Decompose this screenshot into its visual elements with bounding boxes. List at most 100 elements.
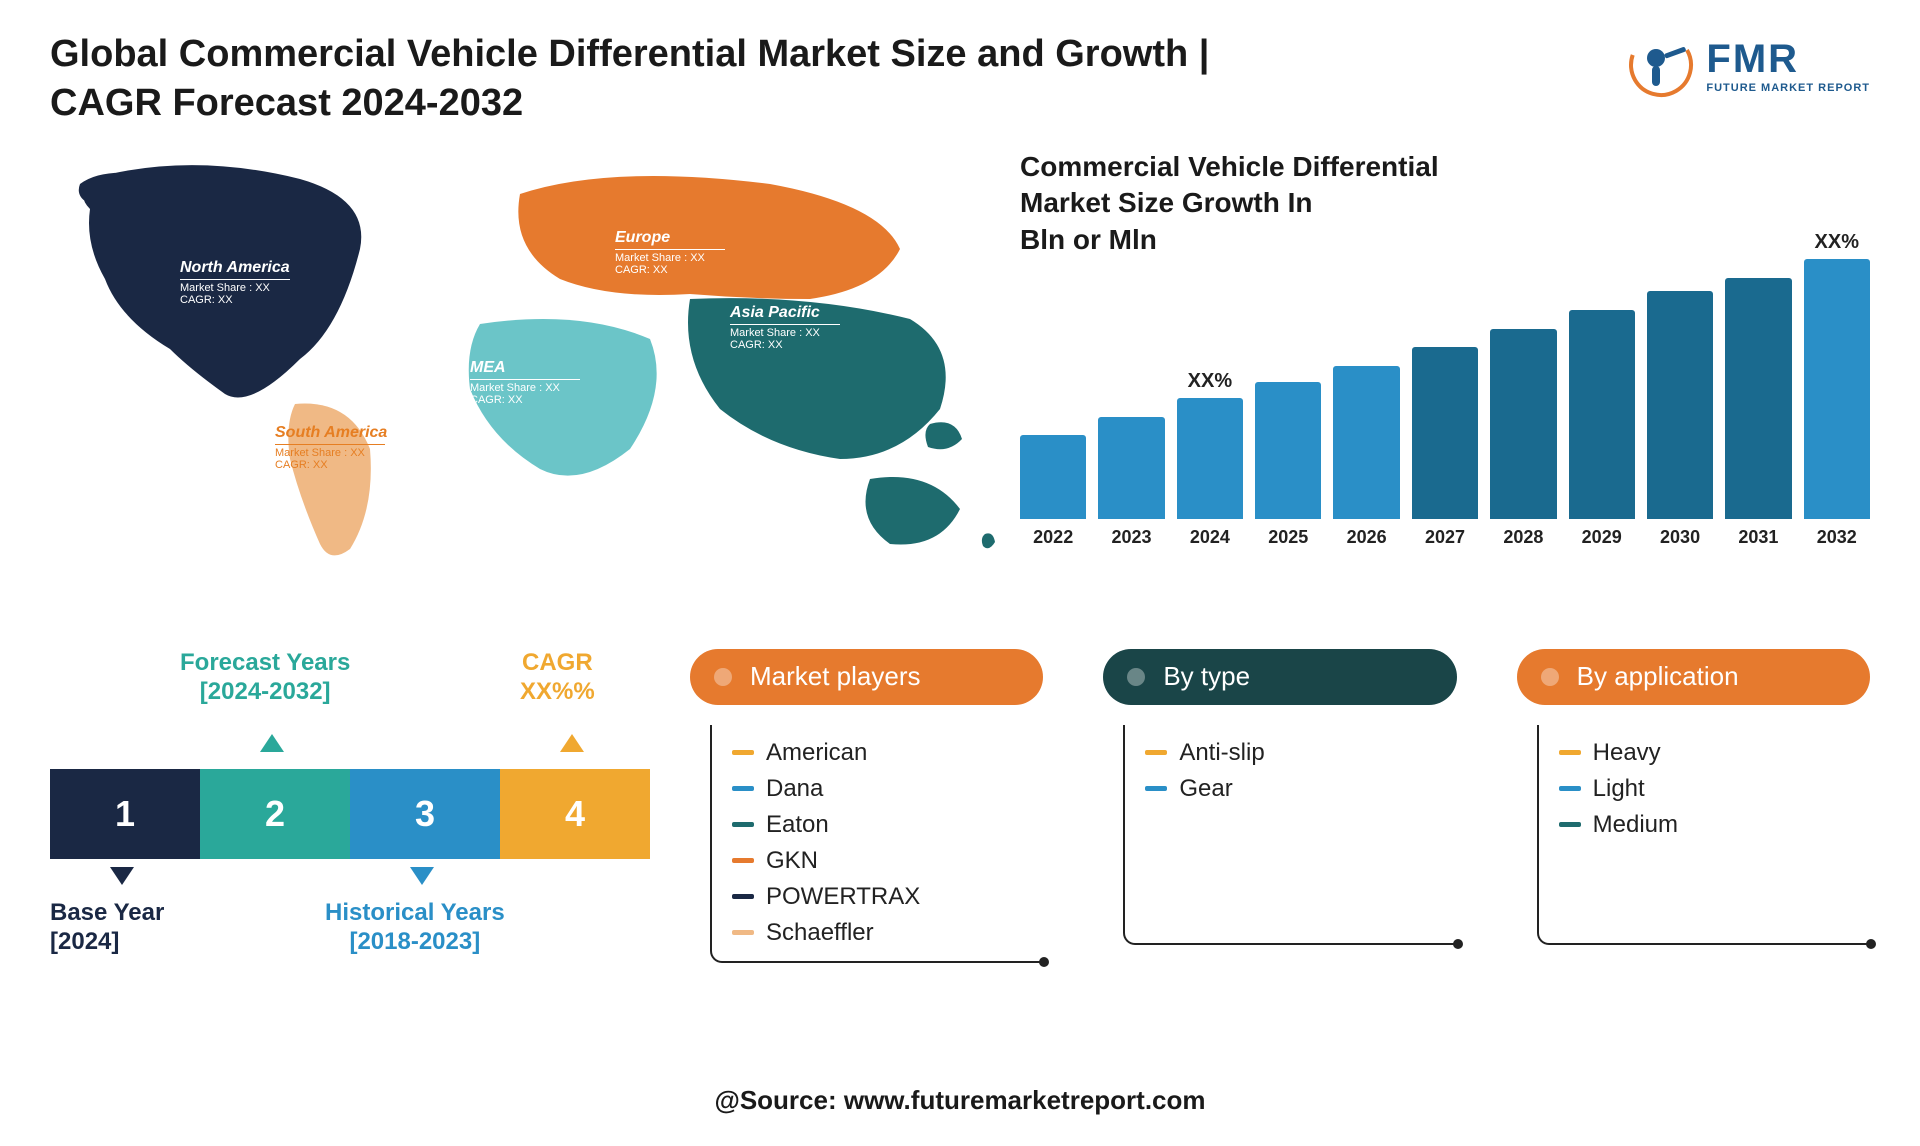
- pill-bracket: Anti-slip Gear: [1123, 725, 1456, 945]
- pill-item: GKN: [732, 843, 1043, 879]
- world-map: North AmericaMarket Share : XXCAGR: XXSo…: [50, 149, 1000, 569]
- bar-col-2025: 2025: [1255, 382, 1321, 548]
- pill-col-0: Market players American Dana Eaton GKN POWERT…: [690, 649, 1043, 963]
- bar-top-label: XX%: [1188, 370, 1232, 393]
- pill-item-label: Gear: [1179, 775, 1232, 803]
- bar-col-2023: 2023: [1098, 417, 1164, 548]
- pill-section: Market players American Dana Eaton GKN POWERT…: [690, 649, 1870, 963]
- pill-dash-icon: [732, 786, 754, 791]
- bar-label: 2024: [1190, 527, 1230, 548]
- pill-item-label: POWERTRAX: [766, 883, 920, 911]
- pill-col-2: By applicationHeavyLightMedium: [1517, 649, 1870, 963]
- chart-title: Commercial Vehicle Differential Market S…: [1020, 149, 1870, 258]
- pill-item: Gear: [1145, 771, 1456, 807]
- pill-item-label: Medium: [1593, 811, 1678, 839]
- pill-dash-icon: [1559, 750, 1581, 755]
- pill-item-label: Anti-slip: [1179, 739, 1264, 767]
- bar-label: 2026: [1347, 527, 1387, 548]
- bar: [1255, 382, 1321, 519]
- cagr-label-text: CAGR: [522, 649, 593, 676]
- source-text: @Source: www.futuremarketreport.com: [714, 1085, 1205, 1116]
- header: Global Commercial Vehicle Differential M…: [50, 30, 1870, 129]
- pill-item-label: Light: [1593, 775, 1645, 803]
- map-label-asia-pacific: Asia PacificMarket Share : XXCAGR: XX: [730, 304, 840, 351]
- hist-label: Historical Years [2018-2023]: [325, 899, 505, 957]
- pill-dash-icon: [732, 930, 754, 935]
- bar: [1490, 329, 1556, 519]
- bar-col-2029: 2029: [1569, 310, 1635, 548]
- bar-label: 2022: [1033, 527, 1073, 548]
- hist-range: [2018-2023]: [349, 928, 480, 955]
- pill-item: American: [732, 735, 1043, 771]
- map-nz: [982, 533, 995, 548]
- pill-item: Dana: [732, 771, 1043, 807]
- logo-subtitle: FUTURE MARKET REPORT: [1706, 82, 1870, 94]
- bar: [1647, 291, 1713, 519]
- bar-label: 2027: [1425, 527, 1465, 548]
- bar-label: 2031: [1738, 527, 1778, 548]
- pill-dash-icon: [732, 894, 754, 899]
- pill-bracket: Heavy Light Medium: [1537, 725, 1870, 945]
- hist-label-text: Historical Years: [325, 899, 505, 926]
- bar-label: 2023: [1112, 527, 1152, 548]
- base-arrow-icon: [110, 867, 134, 885]
- bar-col-2022: 2022: [1020, 435, 1086, 548]
- bar-col-2031: 2031: [1725, 278, 1791, 548]
- pill-header: Market players: [690, 649, 1043, 705]
- pill-dash-icon: [1145, 786, 1167, 791]
- forecast-arrow-icon: [260, 734, 284, 752]
- pill-dash-icon: [732, 822, 754, 827]
- bar-col-2028: 2028: [1490, 329, 1556, 548]
- bar: [1804, 259, 1870, 519]
- chart-title-l3: Bln or Mln: [1020, 224, 1157, 255]
- infographic-container: Global Commercial Vehicle Differential M…: [0, 0, 1920, 1146]
- pill-dash-icon: [732, 750, 754, 755]
- pill-item: Medium: [1559, 807, 1870, 843]
- map-label-south-america: South AmericaMarket Share : XXCAGR: XX: [275, 424, 387, 471]
- timeline-seg-4: 4: [500, 769, 650, 859]
- forecast-range: [2024-2032]: [200, 678, 331, 705]
- bar: [1098, 417, 1164, 519]
- bars-wrap: 2022 2023 XX% 2024 2025 2026 2027 2028 2029 2030 2…: [1020, 268, 1870, 548]
- pill-item: Eaton: [732, 807, 1043, 843]
- pill-item-label: Dana: [766, 775, 823, 803]
- bar-col-2032: XX% 2032: [1804, 231, 1870, 548]
- bar: [1020, 435, 1086, 519]
- bar: [1569, 310, 1635, 519]
- pill-item: Heavy: [1559, 735, 1870, 771]
- bar-chart: Commercial Vehicle Differential Market S…: [1000, 149, 1870, 569]
- bar-label: 2029: [1582, 527, 1622, 548]
- logo-fmr: FMR: [1706, 37, 1870, 82]
- pill-item-label: American: [766, 739, 867, 767]
- bar: [1177, 398, 1243, 519]
- pill-item-label: Eaton: [766, 811, 829, 839]
- timeline-bar: 1234: [50, 769, 650, 859]
- bar-label: 2028: [1503, 527, 1543, 548]
- pill-bracket: American Dana Eaton GKN POWERTRAX Schaeffler: [710, 725, 1043, 963]
- top-row: North AmericaMarket Share : XXCAGR: XXSo…: [50, 149, 1870, 569]
- pill-item-label: GKN: [766, 847, 818, 875]
- bar-label: 2032: [1817, 527, 1857, 548]
- bar: [1725, 278, 1791, 519]
- pill-header: By type: [1103, 649, 1456, 705]
- cagr-arrow-icon: [560, 734, 584, 752]
- chart-title-l2: Market Size Growth In: [1020, 187, 1313, 218]
- bar-label: 2025: [1268, 527, 1308, 548]
- pill-item: Light: [1559, 771, 1870, 807]
- map-label-europe: EuropeMarket Share : XXCAGR: XX: [615, 229, 725, 276]
- bar-col-2027: 2027: [1412, 347, 1478, 548]
- bar-label: 2030: [1660, 527, 1700, 548]
- pill-dash-icon: [1559, 822, 1581, 827]
- pill-item-label: Schaeffler: [766, 919, 874, 947]
- logo-icon: [1626, 30, 1696, 100]
- bar-col-2026: 2026: [1333, 366, 1399, 548]
- bar-top-label: XX%: [1815, 231, 1859, 254]
- forecast-label-text: Forecast Years: [180, 649, 350, 676]
- forecast-label: Forecast Years [2024-2032]: [180, 649, 350, 707]
- timeline-section: Forecast Years [2024-2032] CAGR XX%% 123…: [50, 649, 650, 963]
- hist-arrow-icon: [410, 867, 434, 885]
- bar: [1333, 366, 1399, 519]
- base-range: [2024]: [50, 928, 119, 955]
- pill-dash-icon: [1145, 750, 1167, 755]
- base-label-text: Base Year: [50, 899, 164, 926]
